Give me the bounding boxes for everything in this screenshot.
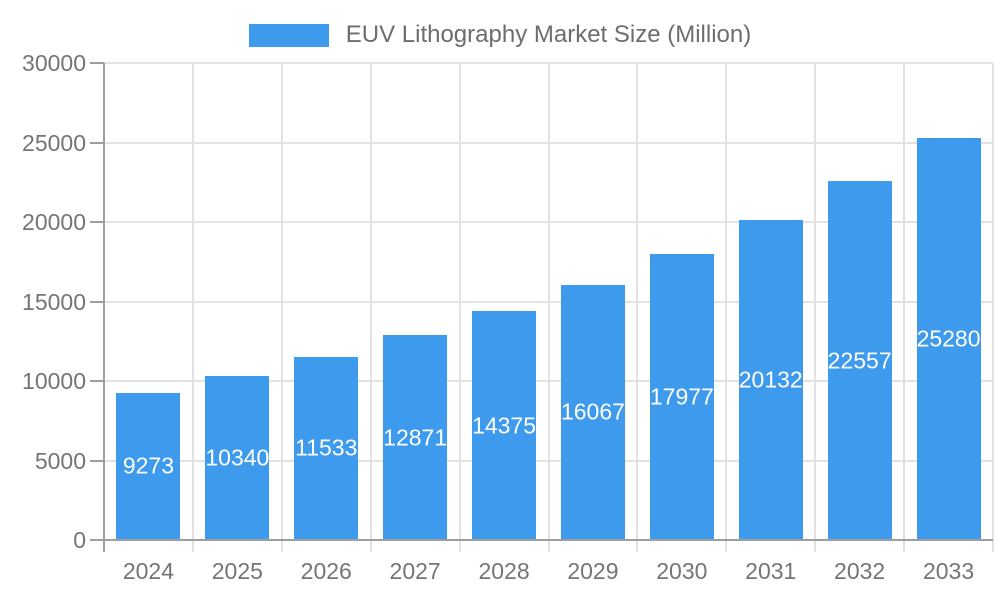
- x-axis-tick-label: 2032: [834, 558, 886, 584]
- gridline-vertical: [191, 63, 194, 552]
- gridline-vertical: [369, 63, 372, 552]
- x-axis-tick-label: 2031: [745, 558, 797, 584]
- y-axis-line: [103, 63, 105, 552]
- bar-value-label: 25280: [916, 325, 981, 352]
- plot-area: 9273 10340 11533 12871 14375 16067 17977 20132 2…: [22, 50, 994, 584]
- bar-value-label: 20132: [738, 366, 803, 393]
- y-axis-tick-mark: [90, 221, 104, 223]
- x-axis-tick-label: 2025: [211, 558, 263, 584]
- y-axis-tick-label: 0: [73, 527, 86, 553]
- bar-2033[interactable]: 25280: [916, 138, 981, 540]
- x-axis-tick-label: 2030: [656, 558, 708, 584]
- y-axis-tick-label: 10000: [22, 368, 86, 394]
- legend-label: EUV Lithography Market Size (Million): [345, 21, 752, 48]
- bar-2029[interactable]: 16067: [560, 284, 625, 540]
- x-axis-tick-label: 2024: [122, 558, 175, 584]
- bar-2026[interactable]: 11533: [294, 356, 359, 540]
- bar-value-label: 10340: [205, 444, 270, 471]
- bar-2031[interactable]: 20132: [738, 219, 803, 540]
- gridline-vertical: [992, 63, 994, 552]
- y-axis-tick-label: 5000: [34, 447, 86, 474]
- bar-value-label: 17977: [649, 383, 714, 410]
- x-axis-line: [90, 539, 993, 541]
- x-axis-tick-label: 2033: [922, 558, 975, 584]
- bar-2028[interactable]: 14375: [472, 311, 537, 540]
- y-axis-tick-mark: [90, 141, 104, 144]
- x-axis-tick-label: 2026: [300, 558, 352, 584]
- gridline-vertical: [458, 63, 461, 552]
- bar-value-label: 12871: [383, 424, 448, 451]
- y-axis-tick-mark: [90, 300, 104, 303]
- legend-swatch-icon: [248, 23, 329, 47]
- gridline-vertical: [725, 63, 728, 552]
- gridline-vertical: [547, 63, 550, 552]
- y-axis-tick-mark: [90, 380, 104, 382]
- x-axis-tick-label: 2029: [567, 558, 619, 584]
- bar-2032[interactable]: 22557: [827, 181, 892, 540]
- bar-value-label: 16067: [560, 398, 625, 425]
- y-axis-tick-mark: [90, 62, 104, 64]
- bar-value-label: 22557: [827, 347, 892, 374]
- gridline-vertical: [636, 63, 639, 552]
- y-axis-tick-mark: [90, 459, 104, 462]
- gridline-vertical: [903, 63, 906, 552]
- gridline-vertical: [814, 63, 817, 552]
- bar-value-label: 14375: [472, 412, 537, 439]
- bar-value-label: 9273: [122, 452, 175, 479]
- bar-2030[interactable]: 17977: [649, 254, 714, 540]
- gridline-vertical: [280, 63, 283, 552]
- bar-2027[interactable]: 12871: [383, 335, 448, 540]
- bar-2025[interactable]: 10340: [205, 375, 270, 540]
- x-axis-tick-label: 2027: [389, 558, 441, 584]
- y-axis-tick-label: 15000: [22, 288, 86, 315]
- x-axis-tick-label: 2028: [478, 558, 530, 584]
- y-axis-tick-label: 20000: [22, 209, 86, 235]
- bar-value-label: 11533: [295, 434, 358, 461]
- bar-2024[interactable]: 9273: [116, 392, 181, 540]
- y-axis-tick-label: 30000: [22, 50, 86, 76]
- legend[interactable]: EUV Lithography Market Size (Million): [0, 21, 1000, 49]
- y-axis-tick-label: 25000: [22, 129, 86, 156]
